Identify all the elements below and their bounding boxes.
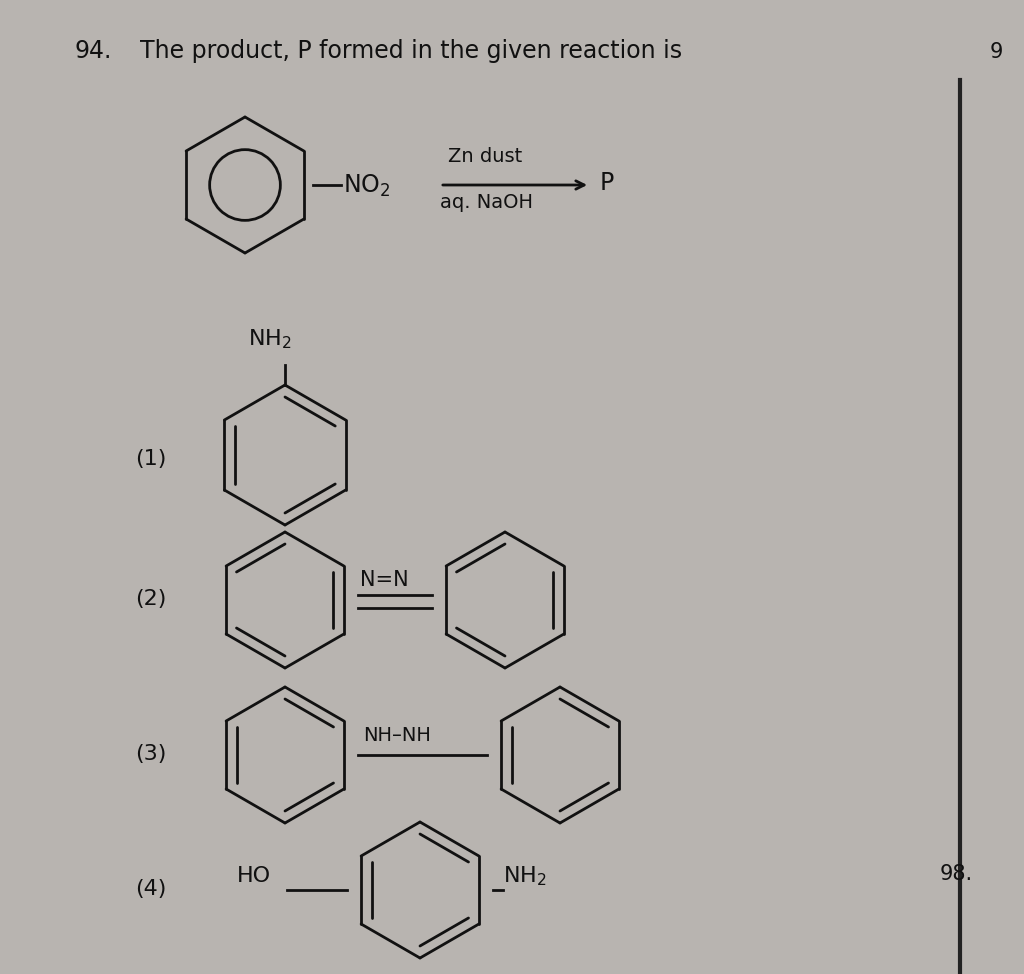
Text: (2): (2) — [135, 589, 166, 609]
Text: 94.: 94. — [75, 39, 113, 63]
Text: 9: 9 — [990, 42, 1004, 62]
Text: (1): (1) — [135, 449, 166, 469]
Text: (4): (4) — [135, 879, 166, 899]
Text: N=N: N=N — [360, 570, 409, 590]
Text: aq. NaOH: aq. NaOH — [440, 193, 534, 212]
Text: $\mathregular{NH_2}$: $\mathregular{NH_2}$ — [503, 864, 547, 887]
Text: The product, P formed in the given reaction is: The product, P formed in the given react… — [140, 39, 682, 63]
Text: P: P — [600, 171, 614, 195]
Text: (3): (3) — [135, 744, 166, 764]
Text: $\mathregular{NH_2}$: $\mathregular{NH_2}$ — [248, 327, 292, 351]
Text: Zn dust: Zn dust — [449, 147, 522, 166]
Text: $\mathregular{NO_2}$: $\mathregular{NO_2}$ — [343, 173, 390, 200]
Text: NH–NH: NH–NH — [362, 726, 431, 745]
Text: 98.: 98. — [940, 864, 973, 884]
Text: HO: HO — [237, 866, 271, 886]
